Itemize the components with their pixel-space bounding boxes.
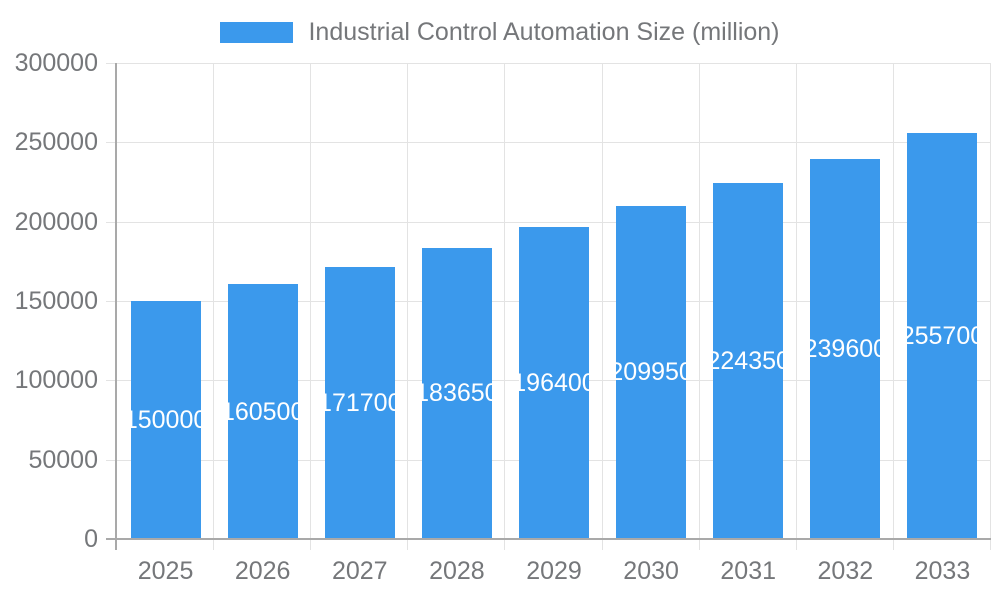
bar-value-label: 160500 [227,397,298,426]
bar-2027[interactable]: 171700 [324,266,395,539]
vertical-gridline [990,63,991,550]
bar-value-label: 150000 [130,406,201,434]
vertical-gridline [213,63,215,550]
bar-2026[interactable]: 160500 [227,284,298,539]
horizontal-gridline [106,63,991,64]
bar-2030[interactable]: 209950 [616,205,687,539]
bar-2025[interactable]: 150000 [130,301,201,539]
plot-area: 150000 160500 171700 183650 196400 209950 2243… [106,63,991,550]
y-axis-tick-label: 100000 [14,366,98,395]
x-axis-tick-label-2032: 2032 [817,557,874,585]
bar-2033[interactable]: 255700 [907,133,978,539]
vertical-gridline [892,63,894,550]
vertical-gridline [698,63,700,550]
x-axis-line [106,538,991,540]
y-axis-tick-label: 250000 [14,128,98,157]
y-axis-tick-label: 200000 [14,207,98,236]
x-axis-tick-label-2031: 2031 [720,557,777,585]
x-axis-tick-label-2030: 2030 [623,557,679,585]
bar-value-label: 196400 [519,369,589,398]
horizontal-gridline [106,142,991,144]
bar-value-label: 171700 [324,388,395,417]
x-axis-tick-label-2027: 2027 [331,557,388,585]
x-axis-tick-label-2026: 2026 [234,557,291,585]
legend-label: Industrial Control Automation Size (mill… [308,18,780,46]
vertical-gridline [310,63,312,550]
vertical-gridline [407,63,409,550]
vertical-gridline [601,63,603,550]
bar-value-label: 255700 [907,322,978,351]
bar-2029[interactable]: 196400 [519,227,589,539]
legend-swatch-icon [220,21,294,43]
x-axis-tick-label-2033: 2033 [914,557,971,585]
y-axis-tick-label: 150000 [14,287,98,315]
x-axis-tick-label-2025: 2025 [137,557,194,585]
bar-value-label: 239600 [810,334,881,363]
bar-2031[interactable]: 224350 [713,183,784,539]
y-axis-tick-label: 300000 [14,49,98,77]
y-axis-line [115,63,117,550]
bar-value-label: 183650 [421,379,492,408]
bar-value-label: 209950 [616,358,687,387]
chart-legend[interactable]: Industrial Control Automation Size (mill… [0,16,1000,48]
vertical-gridline [795,63,797,550]
bar-2028[interactable]: 183650 [421,247,492,539]
horizontal-gridline [106,221,991,223]
y-axis-tick-label: 0 [84,525,98,553]
x-axis-tick-label-2028: 2028 [429,557,485,585]
vertical-gridline [504,63,506,550]
bar-2032[interactable]: 239600 [810,158,881,539]
x-axis-tick-label-2029: 2029 [526,557,582,585]
y-axis-tick-label: 50000 [28,445,98,474]
bar-value-label: 224350 [713,347,784,376]
